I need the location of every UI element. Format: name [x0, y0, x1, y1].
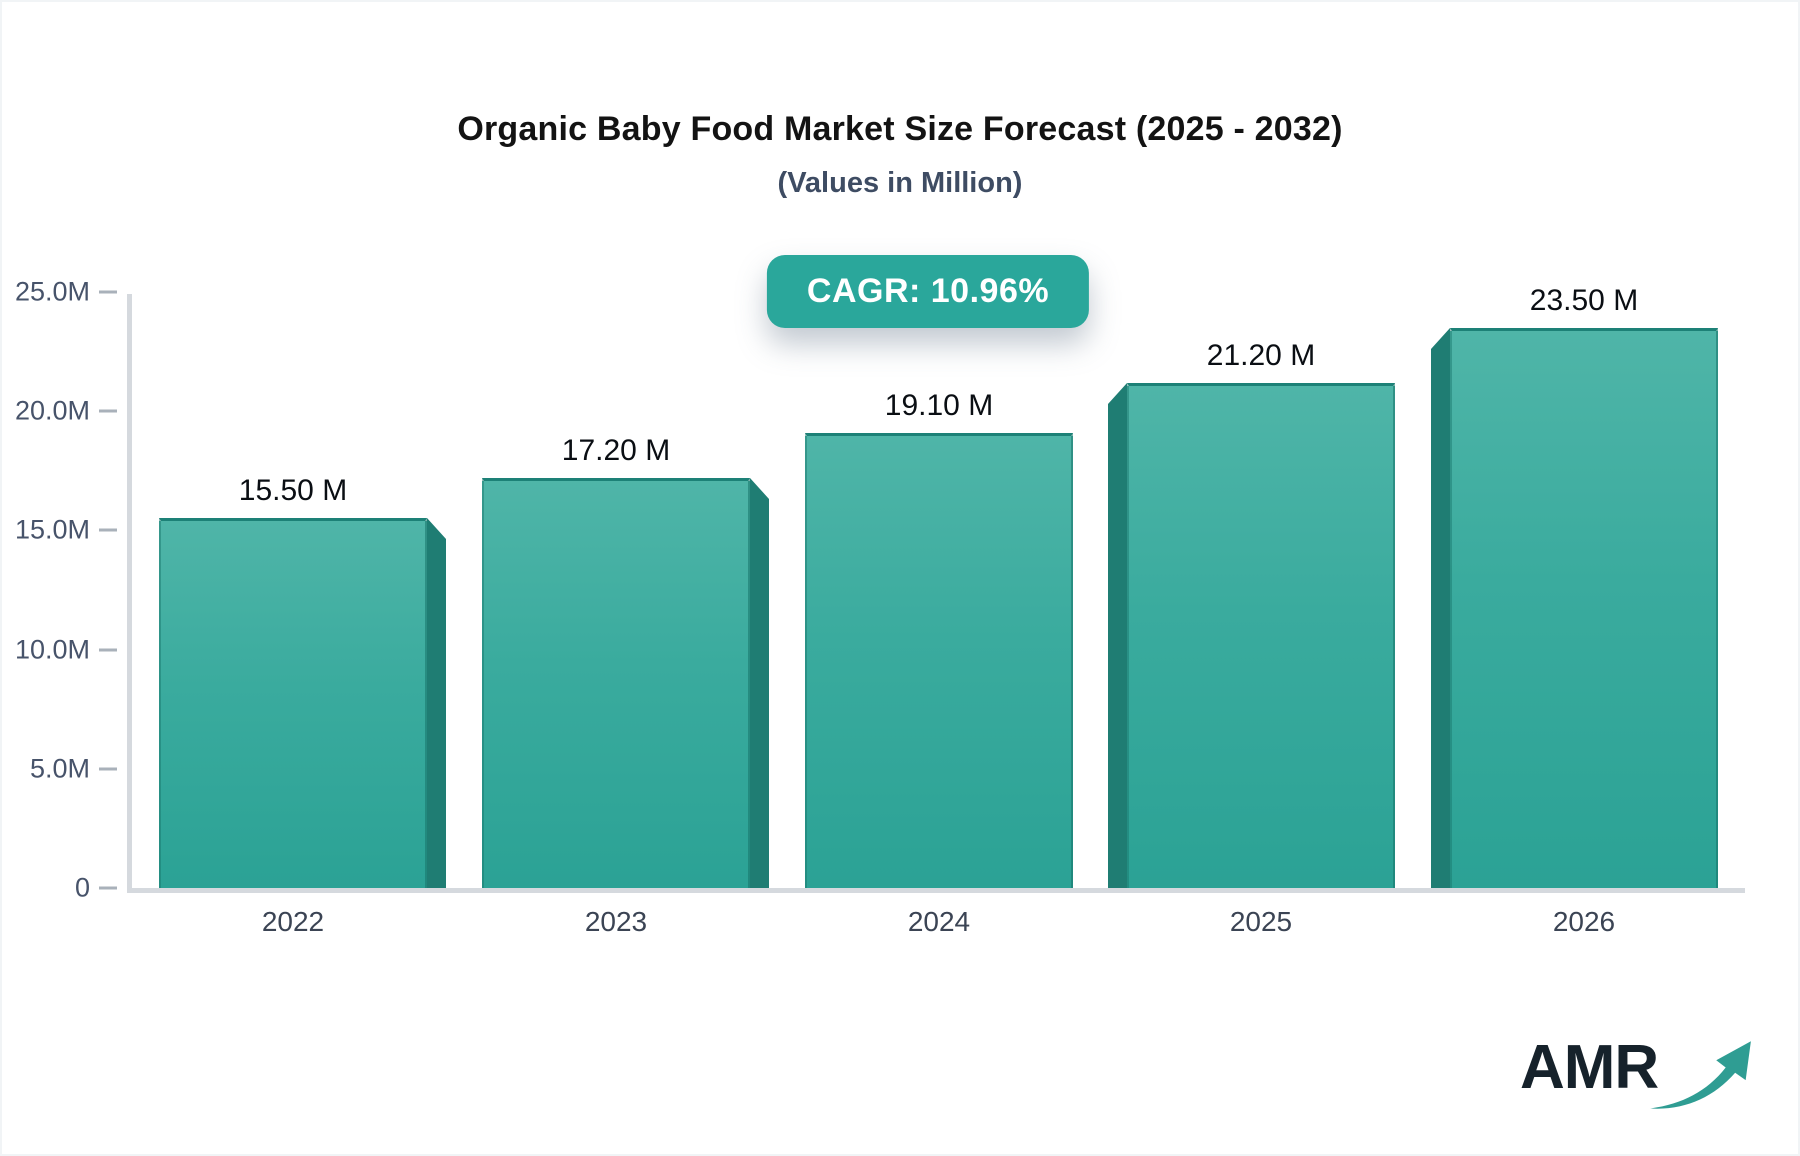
y-tick-label-20.0M: 20.0M	[14, 395, 90, 426]
bar-chart-plot-area: 0 5.0M 10.0M 15.0M 20.0M 25.0M 15.50 M 2022 17.2…	[15, 277, 1745, 937]
y-tick-mark	[99, 528, 117, 532]
y-axis-line	[127, 294, 132, 892]
x-axis-label-2022: 2022	[261, 906, 325, 937]
bar-3d-side-2026	[1431, 328, 1450, 888]
bar-2026	[1450, 328, 1718, 888]
bar-3d-side-2022	[427, 518, 446, 888]
y-tick-mark	[99, 648, 117, 652]
bar-2025	[1127, 383, 1395, 888]
y-tick-label-15.0M: 15.0M	[14, 514, 90, 545]
chart-subtitle: (Values in Million)	[777, 167, 1023, 199]
y-tick-mark	[99, 767, 117, 771]
growth-arrow-icon	[1650, 1041, 1751, 1109]
bar-2023	[482, 478, 750, 888]
bar-2024	[805, 433, 1073, 888]
x-axis-label-2026: 2026	[1552, 906, 1616, 937]
y-tick-mark	[99, 886, 117, 890]
y-tick-mark	[99, 409, 117, 413]
bar-2022	[159, 518, 427, 888]
bar-value-label-2026: 23.50 M	[1529, 284, 1639, 317]
bar-3d-side-2025	[1108, 383, 1127, 888]
x-axis-label-2024: 2024	[907, 906, 971, 937]
y-tick-label-25.0M: 25.0M	[14, 276, 90, 307]
bar-value-label-2024: 19.10 M	[884, 389, 994, 422]
y-tick-label-5.0M: 5.0M	[29, 753, 90, 784]
x-axis-label-2023: 2023	[584, 906, 648, 937]
y-tick-label-0: 0	[74, 872, 90, 903]
x-axis-line	[127, 888, 1745, 893]
amr-logo-text: AMR	[1520, 1033, 1659, 1102]
chart-title: Organic Baby Food Market Size Forecast (…	[457, 110, 1343, 148]
bar-value-label-2023: 17.20 M	[561, 434, 671, 467]
bar-value-label-2025: 21.20 M	[1206, 339, 1316, 372]
y-tick-label-10.0M: 10.0M	[14, 634, 90, 665]
bar-3d-side-2023	[750, 478, 769, 888]
y-tick-mark	[99, 290, 117, 294]
amr-logo: AMR	[1520, 1024, 1751, 1124]
x-axis-label-2025: 2025	[1229, 906, 1293, 937]
cagr-badge: CAGR: 10.96%	[766, 255, 1090, 328]
bar-value-label-2022: 15.50 M	[238, 474, 348, 507]
